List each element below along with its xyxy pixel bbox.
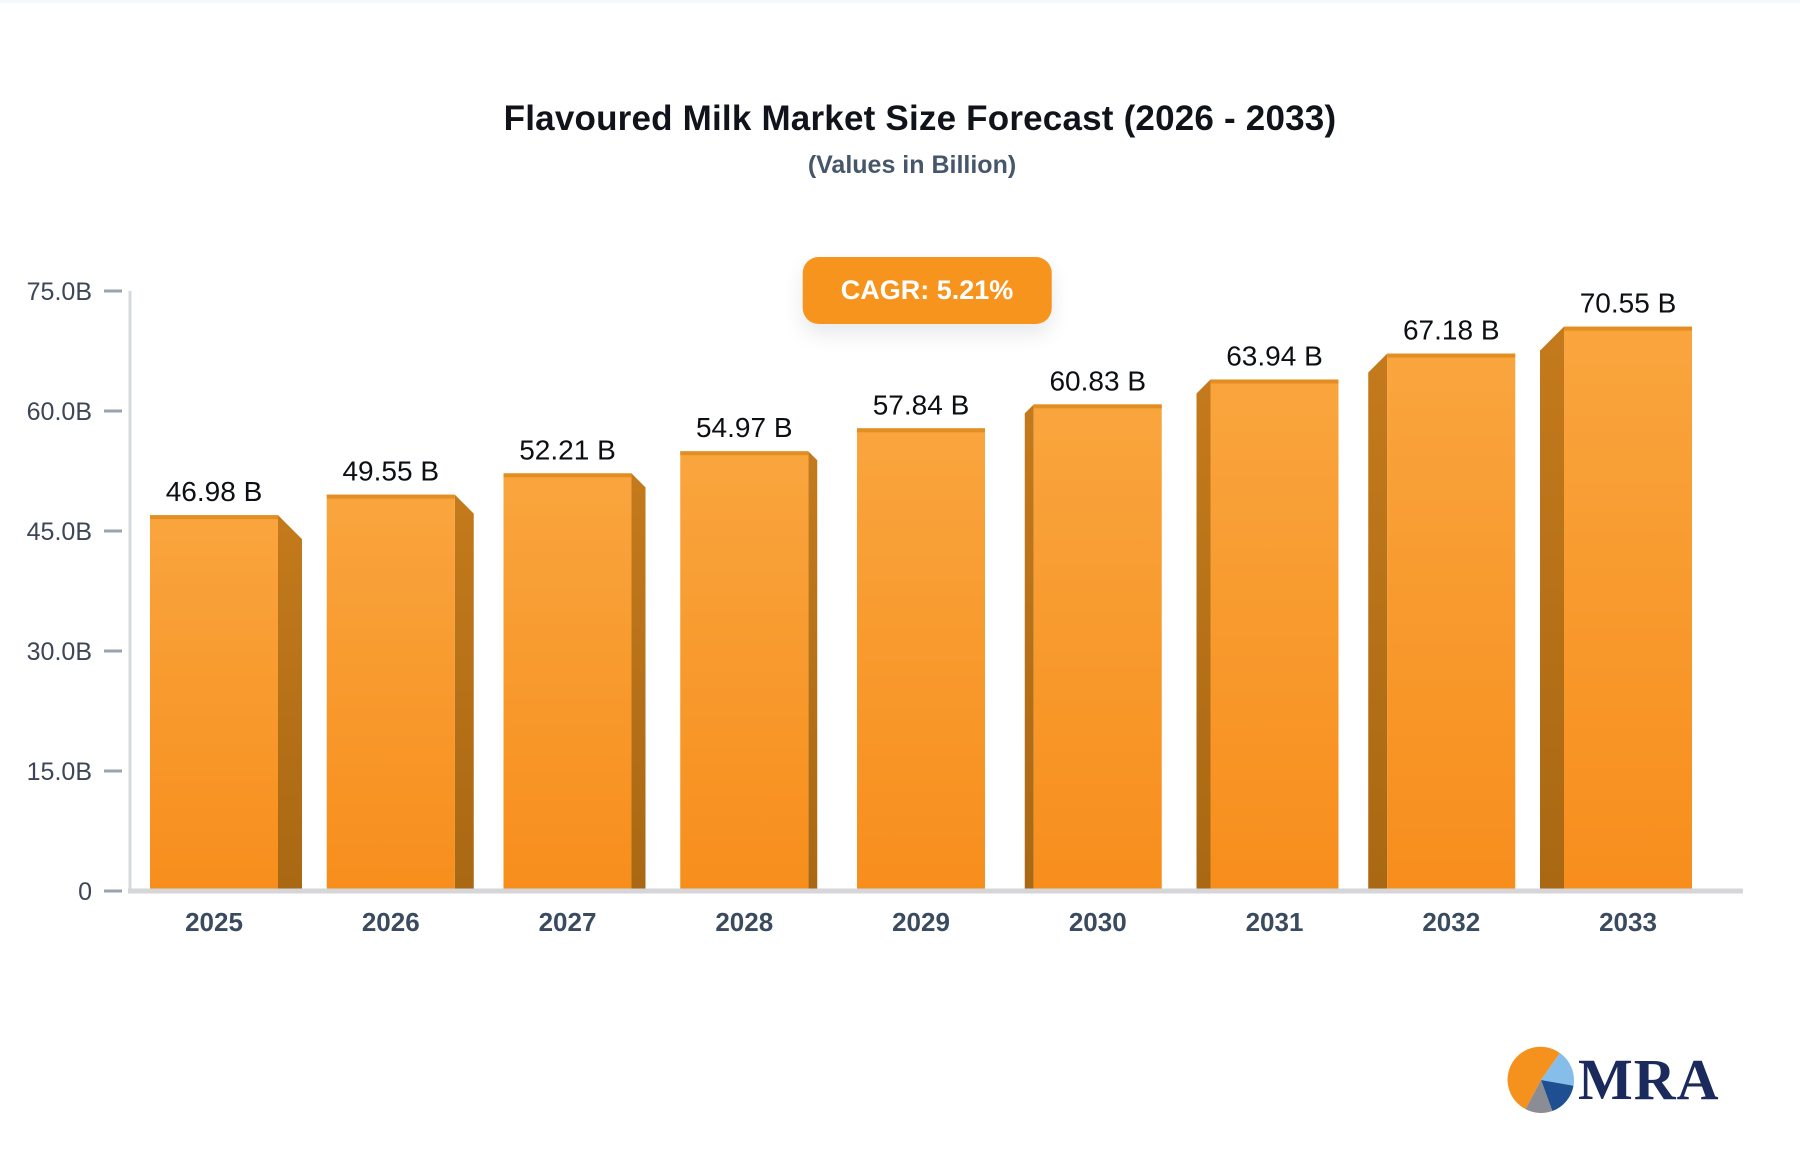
bar-top-edge	[1210, 379, 1339, 384]
bar-2033[interactable]	[1540, 326, 1692, 892]
bar-top-edge	[326, 494, 455, 499]
bar-2032[interactable]	[1368, 353, 1516, 891]
bar-value-label-2031: 63.94 B	[1226, 340, 1323, 371]
bar-top-edge	[1564, 326, 1692, 331]
cagr-badge: CAGR: 5.21%	[802, 257, 1052, 324]
bar-front-face	[1387, 353, 1516, 891]
y-tick-label-75.0B: 75.0B	[27, 278, 92, 306]
bar-value-label-2030: 60.83 B	[1049, 365, 1146, 396]
bar-top-edge	[680, 451, 809, 456]
bar-front-face	[326, 494, 455, 891]
bar-value-label-2028: 54.97 B	[696, 412, 793, 443]
company-logo: MRA	[1506, 1045, 1720, 1115]
x-axis-label-2030: 2030	[1069, 907, 1127, 937]
bar-front-face	[1210, 379, 1339, 891]
bar-top-edge	[150, 515, 278, 520]
chart-title: Flavoured Milk Market Size Forecast (202…	[503, 99, 1337, 138]
bar-2029[interactable]	[857, 428, 985, 891]
bar-value-label-2026: 49.55 B	[342, 456, 439, 487]
bar-top-edge	[857, 428, 985, 433]
bar-top-edge	[1387, 353, 1516, 358]
logo-slice-dark-blue	[1541, 1080, 1574, 1111]
logo-slice-gray	[1525, 1080, 1553, 1113]
bar-side-face	[1540, 326, 1564, 892]
x-axis-label-2025: 2025	[185, 907, 243, 937]
logo-slice-light-blue	[1541, 1053, 1574, 1086]
y-tick-label-15.0B: 15.0B	[27, 758, 92, 786]
bar-side-face	[454, 494, 474, 891]
x-axis-label-2026: 2026	[362, 907, 420, 937]
bar-2026[interactable]	[326, 494, 474, 891]
bar-chart: 0 15.0B 30.0B 45.0B 60.0B 75.0B 46.98 B 2025 49.…	[27, 278, 1743, 937]
bar-front-face	[1033, 404, 1162, 891]
bar-side-face	[1196, 379, 1211, 891]
bar-side-face	[808, 451, 818, 891]
bar-value-label-2029: 57.84 B	[873, 389, 970, 420]
bar-side-face	[631, 473, 646, 891]
y-tick-label-45.0B: 45.0B	[27, 518, 92, 546]
bar-2028[interactable]	[680, 451, 818, 891]
bar-side-face	[1368, 353, 1388, 891]
bar-front-face	[680, 451, 809, 891]
y-tick-label-60.0B: 60.0B	[27, 398, 92, 426]
logo-text: MRA	[1578, 1047, 1720, 1112]
bar-value-label-2032: 67.18 B	[1403, 315, 1500, 346]
bar-value-label-2025: 46.98 B	[166, 476, 263, 507]
x-axis-label-2031: 2031	[1246, 907, 1304, 937]
x-axis-label-2029: 2029	[892, 907, 950, 937]
bar-2027[interactable]	[503, 473, 646, 891]
bar-front-face	[857, 428, 985, 891]
bar-2025[interactable]	[150, 515, 302, 891]
chart-subtitle: (Values in Billion)	[807, 151, 1017, 179]
bar-side-face	[278, 515, 302, 891]
x-axis-label-2027: 2027	[539, 907, 597, 937]
bar-2030[interactable]	[1024, 404, 1162, 891]
bar-2031[interactable]	[1196, 379, 1339, 891]
logo-slice-orange	[1507, 1046, 1560, 1110]
bar-front-face	[150, 515, 278, 891]
y-tick-label-30.0B: 30.0B	[27, 638, 92, 666]
bar-value-label-2027: 52.21 B	[519, 434, 616, 465]
bar-value-label-2033: 70.55 B	[1580, 288, 1677, 319]
bar-top-edge	[1033, 404, 1162, 409]
x-axis-label-2033: 2033	[1599, 907, 1657, 937]
x-axis-label-2028: 2028	[715, 907, 773, 937]
y-tick-label-0: 0	[78, 878, 92, 906]
x-axis-label-2032: 2032	[1422, 907, 1480, 937]
bar-top-edge	[503, 473, 632, 478]
bar-front-face	[1564, 326, 1692, 892]
bar-front-face	[503, 473, 632, 891]
pie-chart-logo-icon	[1507, 1046, 1574, 1113]
bar-side-face	[1024, 404, 1034, 891]
